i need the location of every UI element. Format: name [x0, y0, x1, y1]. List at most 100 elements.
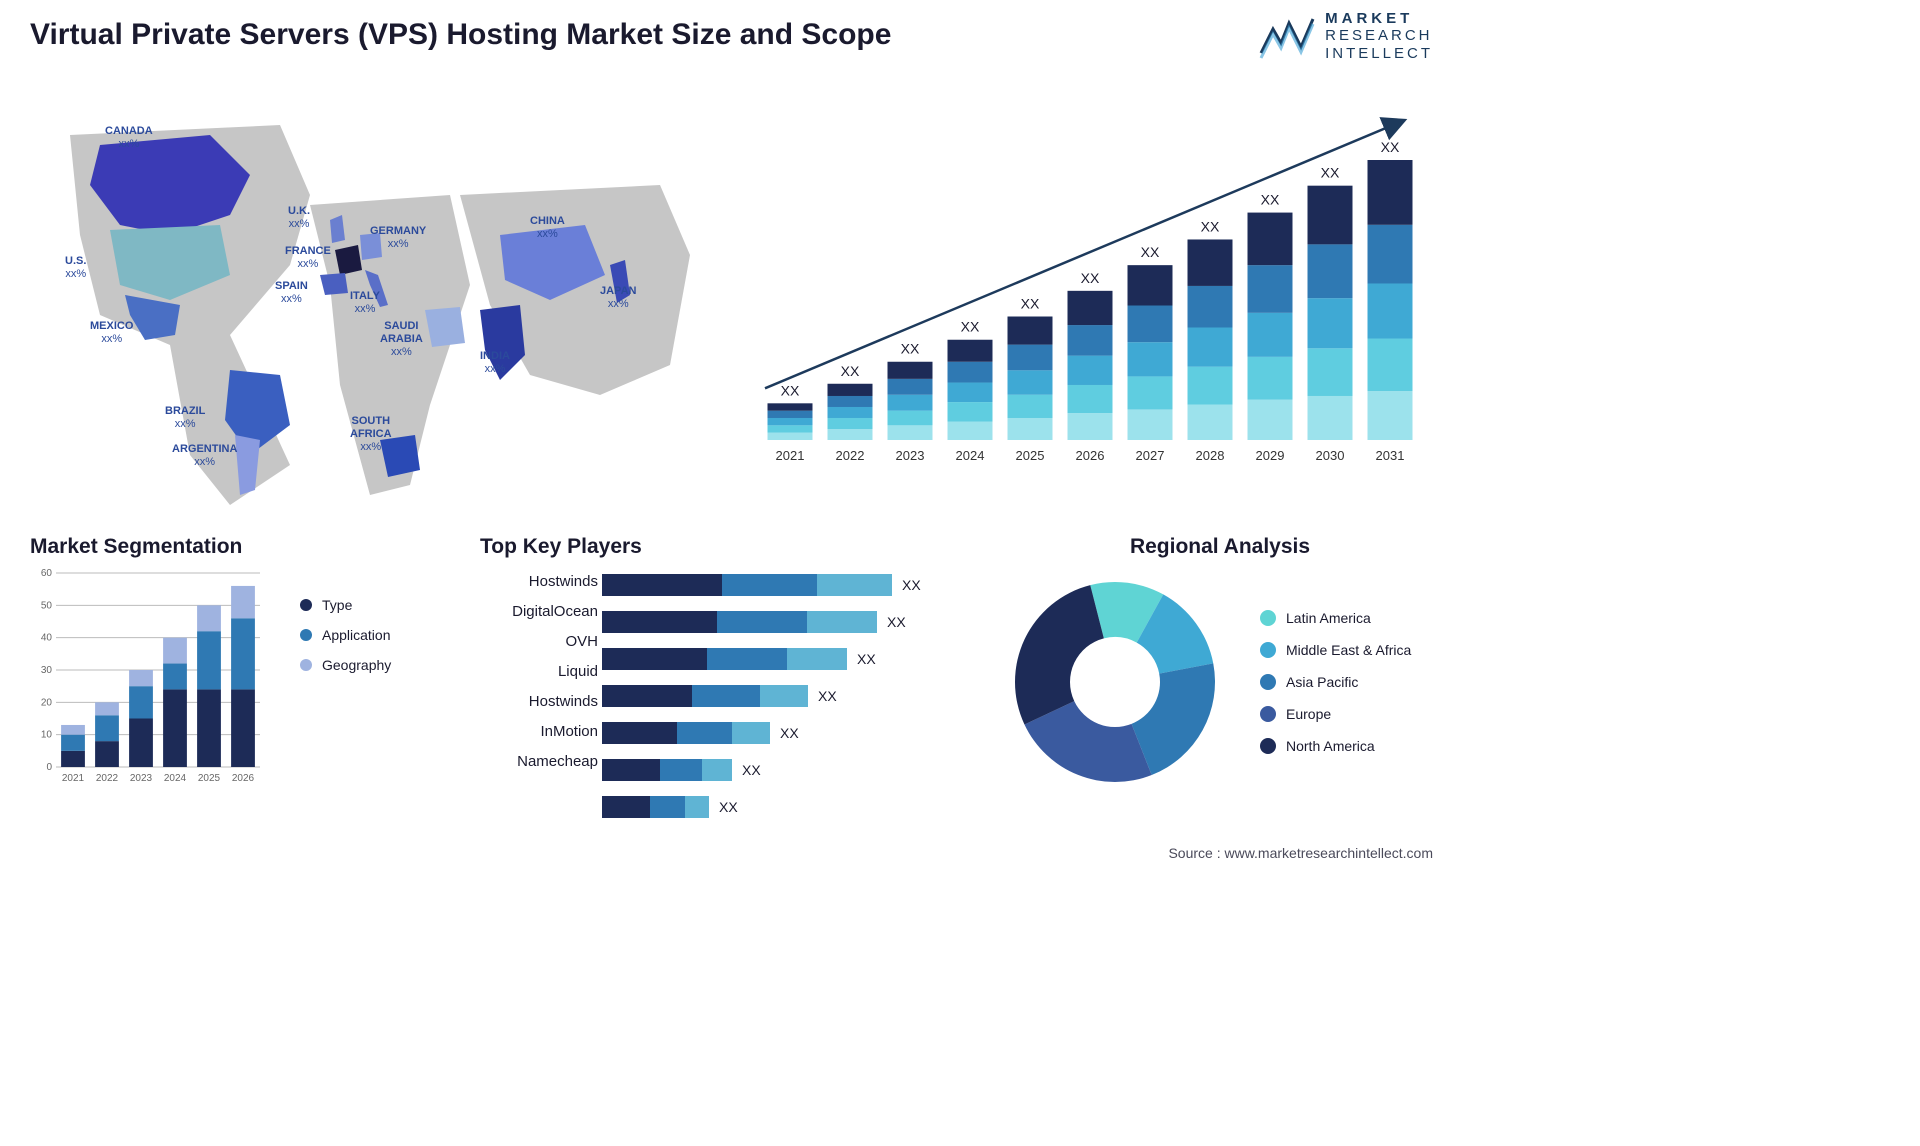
legend-swatch [1260, 610, 1276, 626]
brand-logo: MARKET RESEARCH INTELLECT [1259, 10, 1433, 62]
player-value: XX [902, 577, 921, 593]
map-label-us: U.S.xx% [65, 255, 86, 281]
legend-swatch [1260, 706, 1276, 722]
main-bar-seg [1188, 405, 1233, 440]
player-value: XX [887, 614, 906, 630]
player-bar-seg [602, 796, 650, 818]
player-bar-seg [817, 574, 892, 596]
player-bar-seg [602, 685, 692, 707]
logo-line2: RESEARCH [1325, 27, 1433, 44]
legend-label: Geography [322, 657, 391, 673]
main-bar-seg [1308, 298, 1353, 348]
player-row: XX [602, 795, 980, 819]
regional-legend-item: Europe [1260, 706, 1411, 722]
regional-donut [1000, 567, 1230, 797]
map-label-uk: U.K.xx% [288, 205, 310, 231]
seg-bar-seg [95, 741, 119, 767]
player-bar-seg [702, 759, 732, 781]
main-bar-seg [1008, 317, 1053, 345]
legend-swatch [300, 599, 312, 611]
regional-legend: Latin AmericaMiddle East & AfricaAsia Pa… [1260, 610, 1411, 754]
main-bar-seg [1128, 376, 1173, 409]
player-bar-seg [602, 611, 717, 633]
main-bar-seg [768, 418, 813, 425]
seg-bar-seg [95, 715, 119, 741]
map-label-argentina: ARGENTINAxx% [172, 443, 237, 469]
seg-bar-seg [129, 719, 153, 768]
player-bar-seg [760, 685, 808, 707]
main-bar-seg [828, 407, 873, 418]
main-x-label: 2029 [1256, 448, 1285, 463]
main-bar-seg [888, 425, 933, 440]
main-bar-seg [1128, 342, 1173, 376]
logo-line1: MARKET [1325, 10, 1433, 27]
player-value: XX [818, 688, 837, 704]
player-value: XX [719, 799, 738, 815]
main-bar-seg [1248, 357, 1293, 400]
regional-legend-item: Asia Pacific [1260, 674, 1411, 690]
regional-title: Regional Analysis [1000, 535, 1440, 559]
main-bar-seg [948, 383, 993, 403]
seg-bar-seg [197, 605, 221, 631]
map-label-india: INDIAxx% [480, 350, 510, 376]
legend-label: Asia Pacific [1286, 674, 1358, 690]
donut-slice [1015, 585, 1104, 724]
main-bar-seg [1008, 370, 1053, 394]
svg-text:0: 0 [46, 762, 52, 773]
svg-text:50: 50 [41, 600, 53, 611]
bar-top-label: XX [1381, 139, 1400, 155]
legend-label: Type [322, 597, 352, 613]
segmentation-section: Market Segmentation 01020304050602021202… [30, 535, 450, 807]
players-title: Top Key Players [480, 535, 980, 559]
main-bar-seg [1008, 395, 1053, 418]
player-value: XX [857, 651, 876, 667]
main-bar-seg [948, 422, 993, 440]
seg-bar-seg [61, 735, 85, 751]
main-x-label: 2024 [956, 448, 985, 463]
main-bar-seg [828, 396, 873, 407]
regional-section: Regional Analysis Latin AmericaMiddle Ea… [1000, 535, 1440, 797]
players-section: Top Key Players HostwindsDigitalOceanOVH… [480, 535, 980, 819]
main-bar-seg [888, 395, 933, 411]
svg-text:2026: 2026 [232, 773, 255, 784]
regional-legend-item: North America [1260, 738, 1411, 754]
main-bar-seg [1368, 283, 1413, 338]
player-row: XX [602, 647, 980, 671]
player-bar-seg [692, 685, 760, 707]
seg-bar-seg [95, 702, 119, 715]
main-bar-seg [1248, 400, 1293, 440]
main-bar-seg [1188, 328, 1233, 367]
svg-text:60: 60 [41, 568, 53, 579]
main-x-label: 2026 [1076, 448, 1105, 463]
main-bar-seg [1308, 348, 1353, 396]
bar-top-label: XX [1141, 244, 1160, 260]
legend-label: Latin America [1286, 610, 1371, 626]
main-bar-seg [1068, 356, 1113, 385]
bar-top-label: XX [1081, 270, 1100, 286]
segmentation-chart: 0102030405060202120222023202420252026 [30, 567, 280, 807]
main-bar-seg [768, 425, 813, 432]
seg-bar-seg [129, 686, 153, 718]
legend-swatch [1260, 642, 1276, 658]
main-x-label: 2027 [1136, 448, 1165, 463]
main-bar-seg [1308, 396, 1353, 440]
regional-legend-item: Latin America [1260, 610, 1411, 626]
player-label: Hostwinds [480, 573, 598, 590]
legend-swatch [1260, 674, 1276, 690]
player-bar-seg [732, 722, 770, 744]
main-bar-seg [1188, 239, 1233, 285]
bar-top-label: XX [1201, 218, 1220, 234]
bar-top-label: XX [961, 319, 980, 335]
player-bar-seg [602, 648, 707, 670]
svg-text:20: 20 [41, 697, 53, 708]
map-label-france: FRANCExx% [285, 245, 331, 271]
main-x-label: 2022 [836, 448, 865, 463]
main-x-label: 2025 [1016, 448, 1045, 463]
seg-bar-seg [163, 638, 187, 664]
seg-bar-seg [231, 586, 255, 618]
svg-text:2023: 2023 [130, 773, 153, 784]
player-row: XX [602, 610, 980, 634]
main-bar-seg [888, 379, 933, 395]
player-bar-seg [787, 648, 847, 670]
seg-bar-seg [231, 689, 255, 767]
